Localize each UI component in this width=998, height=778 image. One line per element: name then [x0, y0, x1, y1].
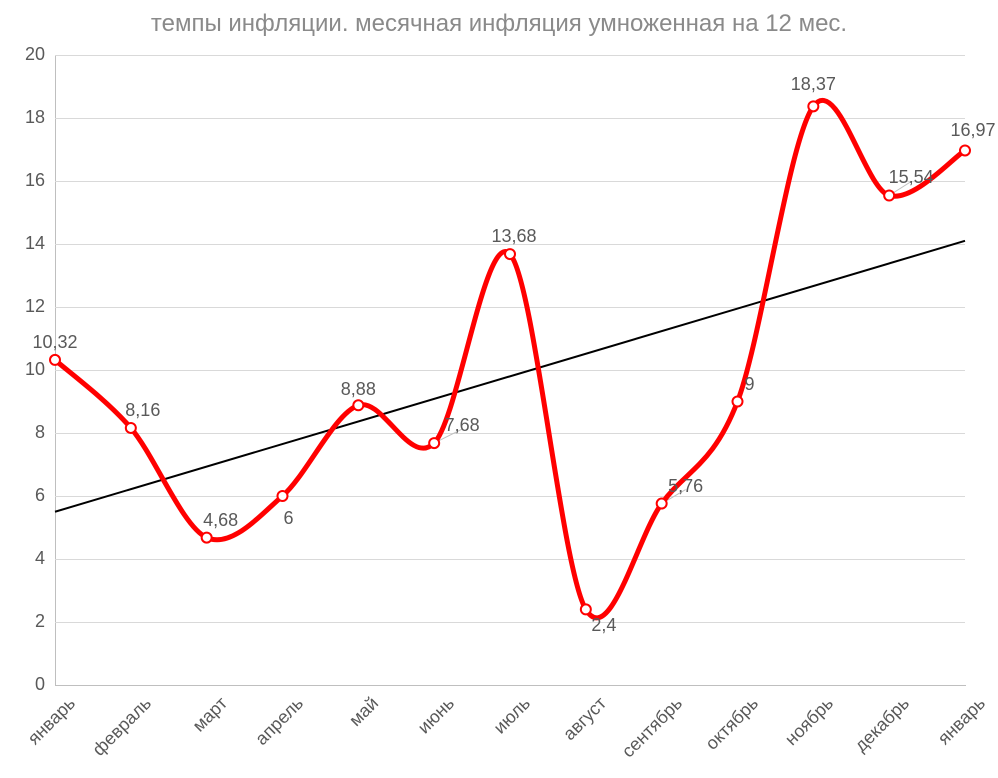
data-marker [960, 145, 970, 155]
data-marker [278, 491, 288, 501]
data-label: 2,4 [585, 615, 623, 636]
data-marker [353, 400, 363, 410]
trendline [55, 241, 965, 512]
data-label: 7,68 [438, 415, 486, 436]
data-marker [126, 423, 136, 433]
series-line [55, 100, 965, 617]
data-marker [505, 249, 515, 259]
data-marker [657, 499, 667, 509]
data-label: 4,68 [197, 510, 245, 531]
data-marker [50, 355, 60, 365]
data-label: 15,54 [882, 167, 940, 188]
data-label: 10,32 [26, 332, 84, 353]
chart-svg [0, 0, 998, 778]
data-marker [884, 190, 894, 200]
data-label: 8,16 [119, 400, 167, 421]
data-label: 13,68 [485, 226, 543, 247]
data-label: 8,88 [334, 379, 382, 400]
data-label: 6 [280, 508, 298, 529]
data-label: 5,76 [662, 476, 710, 497]
data-marker [429, 438, 439, 448]
inflation-chart: темпы инфляции. месячная инфляция умноже… [0, 0, 998, 778]
data-marker [808, 101, 818, 111]
data-label: 16,97 [944, 120, 998, 141]
data-marker [581, 604, 591, 614]
data-label: 9 [741, 374, 759, 395]
data-label: 18,37 [784, 74, 842, 95]
data-marker [202, 533, 212, 543]
data-marker [733, 397, 743, 407]
